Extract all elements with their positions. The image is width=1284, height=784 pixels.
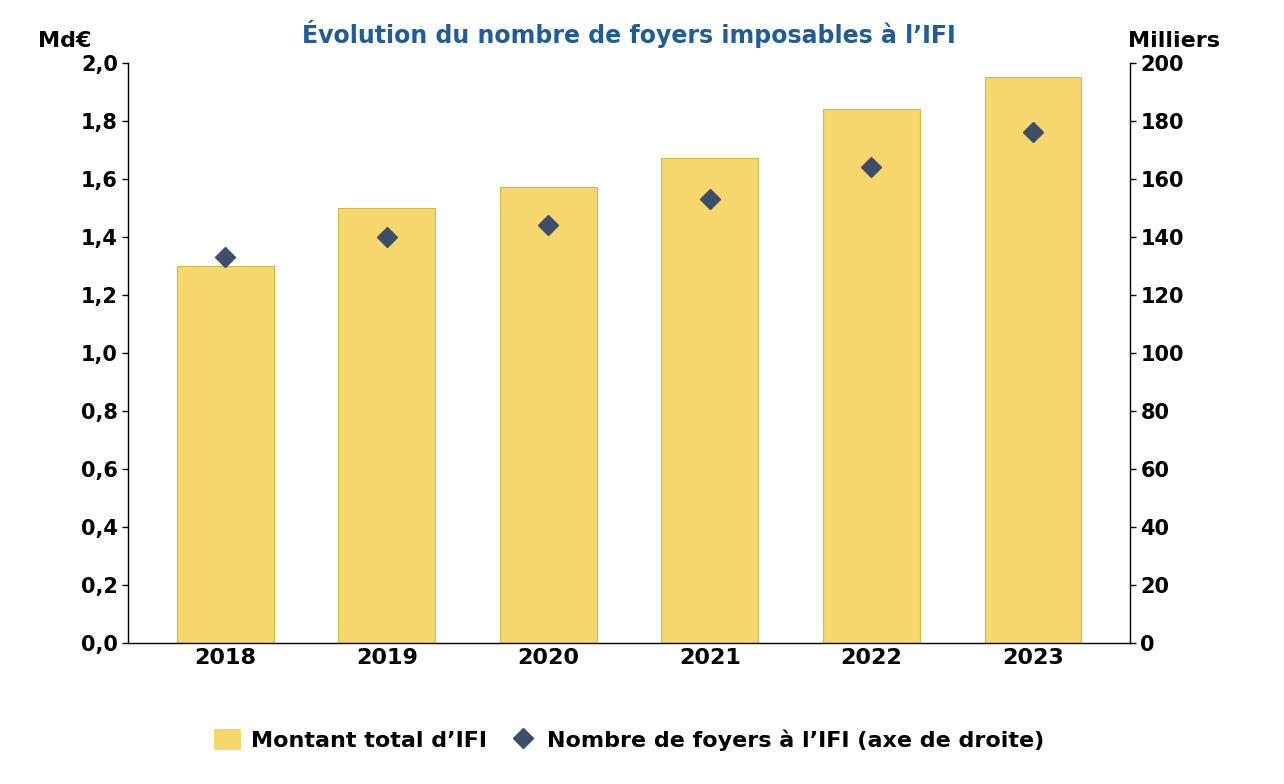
Text: Milliers: Milliers	[1129, 31, 1220, 51]
Bar	[499, 187, 597, 643]
Text: Évolution du nombre de foyers imposables à l’IFI: Évolution du nombre de foyers imposables…	[302, 20, 957, 48]
Legend: Montant total d’IFI, Nombre de foyers à l’IFI (axe de droite): Montant total d’IFI, Nombre de foyers à …	[204, 720, 1054, 760]
Bar	[823, 109, 919, 643]
Text: Md€: Md€	[39, 31, 91, 51]
Bar	[661, 158, 759, 643]
Bar	[177, 266, 273, 643]
Bar	[985, 78, 1081, 643]
Bar	[339, 208, 435, 643]
